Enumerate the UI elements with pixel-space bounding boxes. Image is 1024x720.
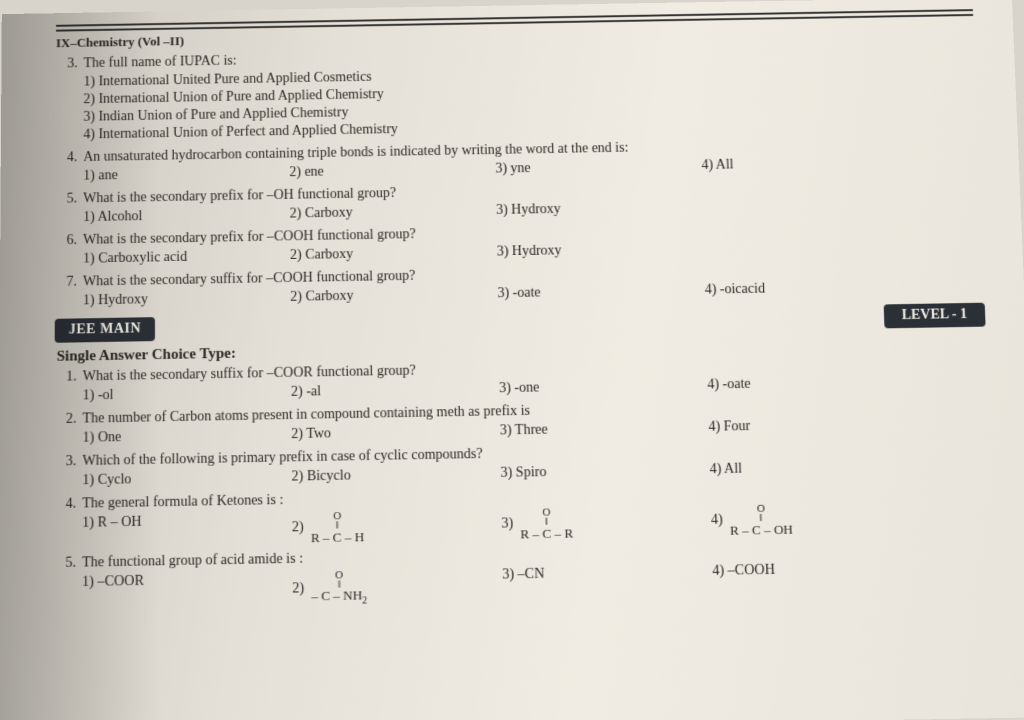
- chem-label: R – C – R: [520, 526, 573, 540]
- option: 2) -al: [291, 380, 499, 402]
- option: 1) Hydroxy: [83, 289, 290, 311]
- option: 1) ane: [83, 164, 289, 185]
- question: 3. The full name of IUPAC is: 1) Interna…: [56, 41, 978, 145]
- option: 1) -ol: [83, 384, 291, 406]
- option: [703, 236, 910, 257]
- q-number: 7.: [55, 275, 83, 291]
- option: 4) –COOH: [712, 559, 923, 602]
- q-number: 5.: [55, 191, 83, 207]
- option: 4) O‖ R – C – OH: [710, 500, 921, 538]
- option: 3) –CN: [502, 562, 713, 605]
- option: 4) All: [709, 457, 918, 479]
- question: 5. The functional group of acid amide is…: [54, 539, 997, 613]
- chem-label: – C – NH2: [311, 589, 367, 608]
- option: 2) Carboxy: [290, 285, 498, 307]
- option: 3) Spiro: [500, 461, 709, 483]
- option: 2) O‖ R – C – H: [292, 507, 502, 545]
- option: 4) -oicacid: [705, 278, 913, 299]
- option: 3) -one: [499, 377, 708, 399]
- q-number: 6.: [55, 233, 83, 249]
- q-number: 5.: [54, 555, 82, 572]
- option: 2) Two: [291, 422, 500, 444]
- option: 3) yne: [495, 157, 701, 178]
- option: 4) All: [701, 154, 907, 175]
- option: 3) -oate: [497, 282, 705, 304]
- option: 3) Hydroxy: [496, 199, 703, 220]
- q-number: 1.: [55, 369, 83, 386]
- chem-structure: O‖ R – C – R: [520, 507, 573, 540]
- option: 2) Carboxy: [290, 244, 497, 265]
- q-number: 3.: [56, 56, 84, 72]
- option: 2) Carboxy: [290, 202, 497, 223]
- option: 1) Alcohol: [83, 206, 290, 227]
- q-number: 4.: [54, 496, 82, 513]
- chem-structure: O‖ – C – NH2: [311, 569, 367, 607]
- option: 2) Bicyclo: [291, 465, 500, 487]
- q-number: 4.: [55, 150, 83, 166]
- chem-structure: O‖ R – C – H: [311, 511, 365, 544]
- option: 3) O‖ R – C – R: [501, 504, 711, 542]
- chem-label: R – C – H: [311, 530, 364, 544]
- option: 2) O‖ – C – NH2: [292, 566, 503, 609]
- option: 1) One: [82, 426, 291, 448]
- level-pill: LEVEL - 1: [883, 303, 985, 329]
- chem-structure: O‖ R – C – OH: [729, 503, 793, 536]
- page: IX–Chemistry (Vol –II) 3. The full name …: [0, 0, 1024, 720]
- option: 3) Hydroxy: [497, 240, 704, 261]
- option: 4) -oate: [707, 373, 916, 395]
- question: 7. What is the secondary suffix for –COO…: [55, 259, 985, 311]
- q-number: 3.: [54, 454, 82, 471]
- jee-pill: JEE MAIN: [55, 317, 155, 343]
- q-number: 2.: [54, 412, 82, 429]
- q-options: 1) International United Pure and Applied…: [56, 59, 978, 145]
- option: 1) Cyclo: [82, 468, 291, 490]
- question: 4. The general formula of Ketones is : 1…: [54, 480, 994, 549]
- option: 1) R – OH: [82, 511, 292, 549]
- chem-label: R – C – OH: [730, 522, 793, 536]
- option: 3) Three: [500, 419, 709, 441]
- option: 1) –COOR: [82, 570, 292, 613]
- option: [702, 195, 909, 216]
- option: 1) Carboxylic acid: [83, 247, 290, 268]
- option: 2) ene: [289, 161, 495, 182]
- option: 4) Four: [708, 415, 917, 437]
